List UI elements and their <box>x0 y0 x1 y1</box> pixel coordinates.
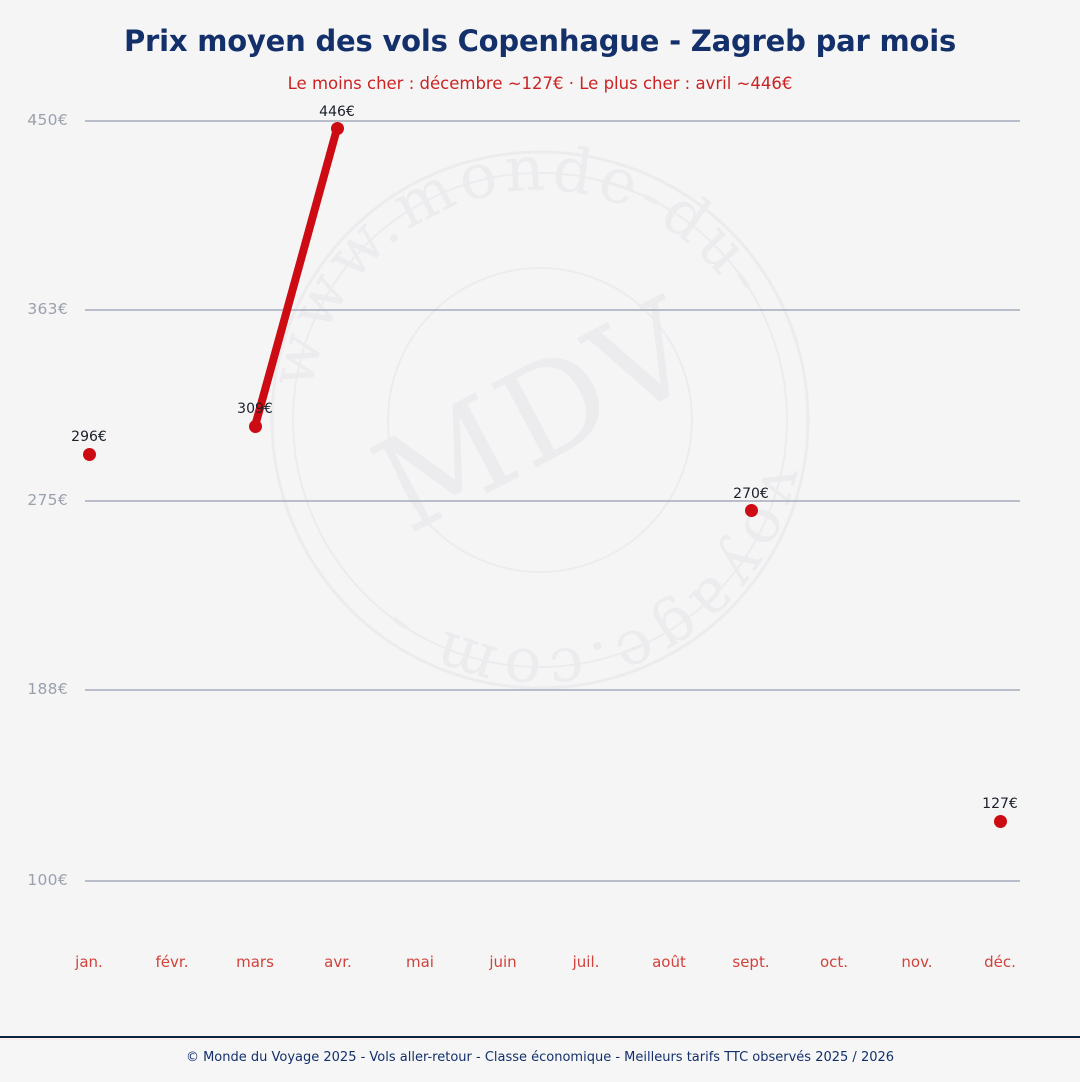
data-label-dec: 127€ <box>982 796 1018 813</box>
x-tick-juil: juil. <box>572 953 600 971</box>
svg-text:MDV: MDV <box>351 268 723 562</box>
gridline-188 <box>85 688 1020 691</box>
x-tick-jan: jan. <box>75 953 103 971</box>
series-line <box>251 124 341 431</box>
x-tick-dec: déc. <box>984 953 1016 971</box>
data-point-jan[interactable] <box>82 447 96 461</box>
data-label-jan: 296€ <box>71 429 107 446</box>
page-title: Prix moyen des vols Copenhague - Zagreb … <box>123 24 957 58</box>
data-point-dec[interactable] <box>993 814 1007 828</box>
data-point-sept[interactable] <box>744 504 758 518</box>
watermark-stamp: www.monde-du- voyage.com - MDV <box>254 131 818 709</box>
svg-text:www.monde-du-: www.monde-du- <box>254 131 787 394</box>
x-tick-oct: oct. <box>819 953 849 971</box>
gridline-450 <box>85 120 1020 122</box>
x-tick-mars: mars <box>236 953 274 971</box>
x-tick-nov: nov. <box>901 953 933 971</box>
x-tick-sept: sept. <box>732 953 770 971</box>
plot-area: www.monde-du- voyage.com - MDV 450€ 363€… <box>27 103 1020 971</box>
x-tick-juin: juin <box>489 953 517 971</box>
gridline-100 <box>85 880 1020 882</box>
chart-subtitle: Le moins cher : décembre ~127€ · Le plus… <box>287 74 793 93</box>
data-label-sept: 270€ <box>733 485 769 502</box>
y-tick-label: 100€ <box>27 871 68 889</box>
gridline-275 <box>85 500 1020 502</box>
x-tick-mai: mai <box>406 953 434 971</box>
y-tick-label: 450€ <box>27 111 68 129</box>
footer-band <box>0 1038 1080 1082</box>
x-tick-aout: août <box>652 953 686 971</box>
y-tick-label: 188€ <box>27 679 68 698</box>
data-label-avr: 446€ <box>319 103 355 120</box>
y-tick-label: 363€ <box>27 299 68 318</box>
x-tick-avr: avr. <box>324 953 352 971</box>
footer-divider <box>0 1036 1080 1038</box>
x-tick-fevr: févr. <box>155 953 189 971</box>
data-point-mars[interactable] <box>248 419 262 433</box>
data-label-mars: 309€ <box>237 401 273 418</box>
footer-credit: © Monde du Voyage 2025 - Vols aller-reto… <box>185 1050 895 1065</box>
y-tick-label: 275€ <box>27 491 68 509</box>
gridline-363 <box>85 308 1020 311</box>
data-point-avr[interactable] <box>330 122 344 136</box>
